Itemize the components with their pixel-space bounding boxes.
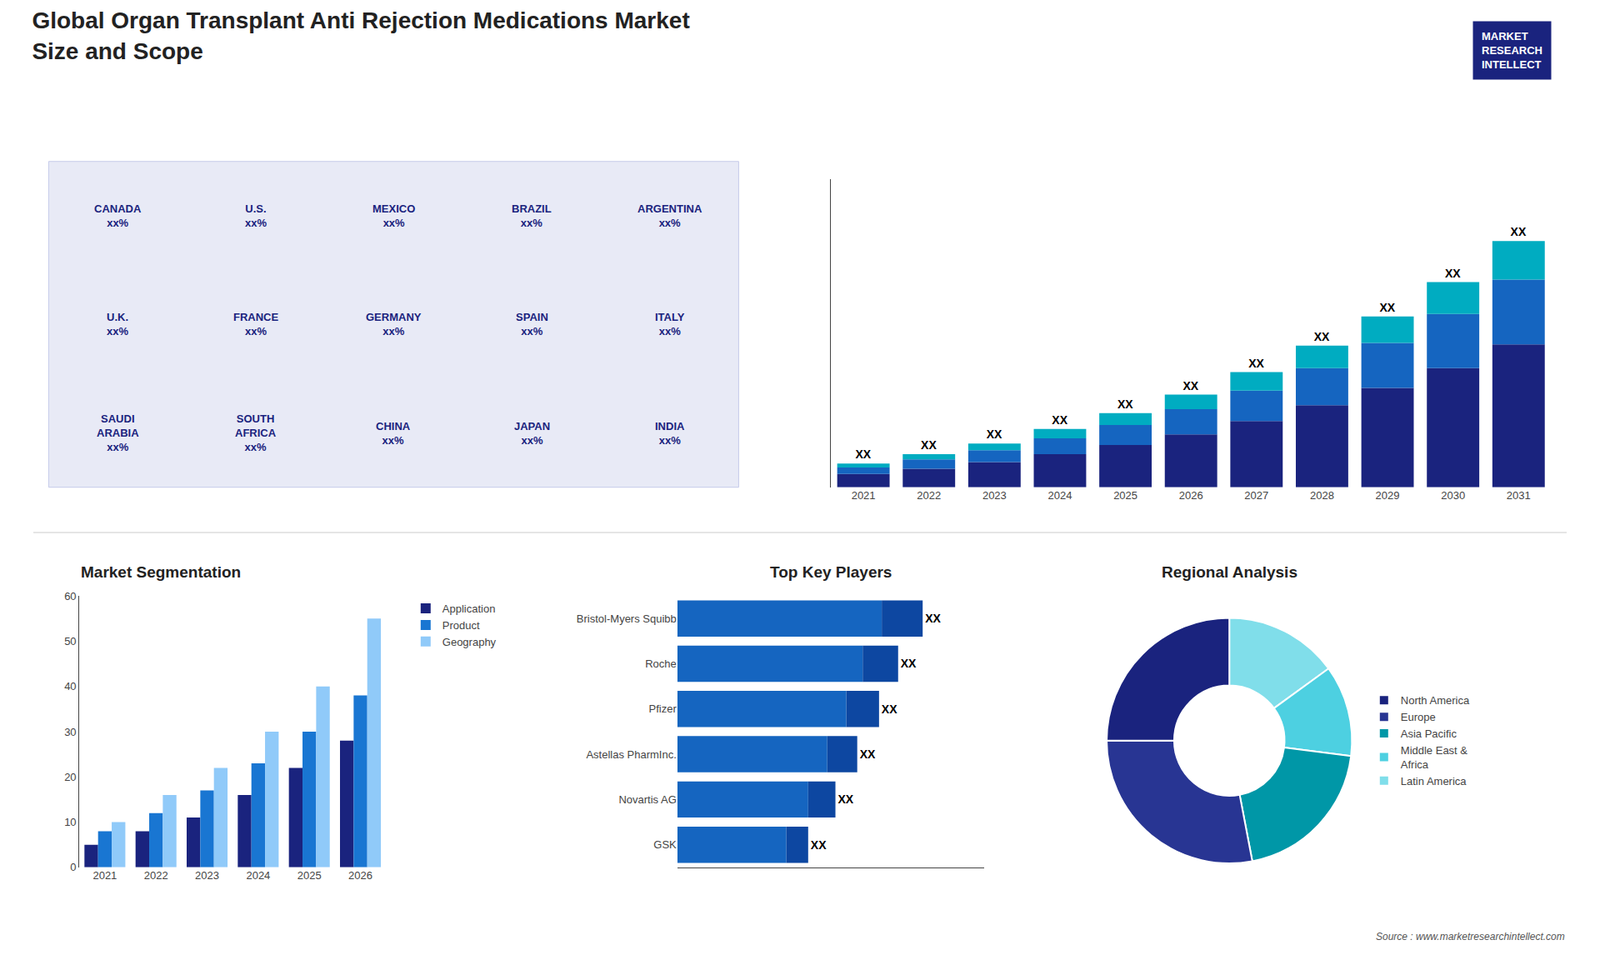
svg-text:2028: 2028 <box>1310 489 1335 502</box>
svg-text:Geography: Geography <box>442 635 497 649</box>
svg-text:Latin America: Latin America <box>1400 775 1468 788</box>
svg-text:XX: XX <box>1379 300 1395 315</box>
svg-text:2023: 2023 <box>982 489 1007 502</box>
svg-text:XX: XX <box>860 747 876 761</box>
svg-text:Middle East &Africa: Middle East &Africa <box>1400 744 1469 771</box>
svg-text:2031: 2031 <box>1506 489 1531 502</box>
svg-text:MARKETRESEARCHINTELLECT: MARKETRESEARCHINTELLECT <box>1481 30 1543 71</box>
svg-text:XX: XX <box>1510 225 1527 239</box>
svg-text:ARGENTINAxx%: ARGENTINAxx% <box>637 202 703 230</box>
svg-text:2026: 2026 <box>1179 489 1204 502</box>
svg-text:2030: 2030 <box>1440 489 1465 502</box>
svg-text:XX: XX <box>1117 397 1134 411</box>
svg-text:XX: XX <box>838 792 855 806</box>
svg-text:XX: XX <box>1445 266 1461 280</box>
svg-text:North America: North America <box>1400 694 1470 707</box>
svg-text:60: 60 <box>64 590 76 603</box>
svg-text:FRANCExx%: FRANCExx% <box>233 310 279 338</box>
svg-text:2025: 2025 <box>297 869 322 882</box>
svg-text:XX: XX <box>920 438 937 452</box>
svg-text:40: 40 <box>64 680 76 693</box>
svg-text:XX: XX <box>925 611 941 625</box>
svg-text:Novartis AG: Novartis AG <box>618 793 676 806</box>
svg-text:XX: XX <box>855 447 871 461</box>
svg-text:2024: 2024 <box>245 869 270 882</box>
svg-text:Europe: Europe <box>1400 710 1436 724</box>
svg-text:2024: 2024 <box>1047 489 1072 502</box>
svg-text:20: 20 <box>64 770 76 784</box>
svg-text:SOUTHAFRICAxx%: SOUTHAFRICAxx% <box>235 412 277 454</box>
svg-text:XX: XX <box>1183 379 1200 393</box>
svg-text:Source : www.marketresearchint: Source : www.marketresearchintellect.com <box>1375 930 1565 943</box>
svg-text:XX: XX <box>1248 356 1265 370</box>
svg-text:Market Segmentation: Market Segmentation <box>80 563 241 581</box>
svg-text:10: 10 <box>64 815 76 829</box>
svg-text:GSK: GSK <box>653 838 677 851</box>
svg-text:2022: 2022 <box>144 869 169 882</box>
svg-text:2027: 2027 <box>1244 489 1269 502</box>
svg-text:Asia Pacific: Asia Pacific <box>1400 727 1458 740</box>
svg-text:Product: Product <box>442 619 480 632</box>
svg-text:XX: XX <box>881 702 898 716</box>
svg-text:CANADAxx%: CANADAxx% <box>94 202 142 230</box>
svg-text:GERMANYxx%: GERMANYxx% <box>365 310 422 338</box>
svg-text:Bristol-Myers Squibb: Bristol-Myers Squibb <box>576 612 677 625</box>
svg-text:BRAZILxx%: BRAZILxx% <box>511 202 552 230</box>
svg-text:0: 0 <box>70 860 76 874</box>
svg-text:SAUDIARABIAxx%: SAUDIARABIAxx% <box>96 412 140 454</box>
svg-text:U.K.xx%: U.K.xx% <box>106 310 129 338</box>
svg-text:2023: 2023 <box>195 869 220 882</box>
svg-text:Roche: Roche <box>645 657 677 670</box>
svg-text:Pfizer: Pfizer <box>649 702 678 715</box>
svg-text:2022: 2022 <box>916 489 941 502</box>
svg-text:U.S.xx%: U.S.xx% <box>245 202 267 230</box>
svg-text:INDIAxx%: INDIAxx% <box>655 420 685 447</box>
svg-text:2029: 2029 <box>1375 489 1400 502</box>
svg-text:MEXICOxx%: MEXICOxx% <box>372 202 415 230</box>
svg-text:2026: 2026 <box>348 869 373 882</box>
svg-text:XX: XX <box>1314 330 1330 344</box>
svg-text:30: 30 <box>64 725 76 738</box>
svg-text:XX: XX <box>986 427 1003 441</box>
svg-text:2021: 2021 <box>851 489 876 502</box>
svg-text:ITALYxx%: ITALYxx% <box>655 310 685 338</box>
svg-text:Application: Application <box>442 602 496 615</box>
svg-text:Astellas PharmInc.: Astellas PharmInc. <box>585 748 676 761</box>
svg-text:2021: 2021 <box>92 869 117 882</box>
svg-text:2025: 2025 <box>1113 489 1138 502</box>
svg-text:XX: XX <box>810 838 827 852</box>
svg-text:50: 50 <box>64 635 76 648</box>
svg-text:SPAINxx%: SPAINxx% <box>515 310 549 338</box>
svg-text:Top Key Players: Top Key Players <box>770 563 892 581</box>
svg-text:JAPANxx%: JAPANxx% <box>514 420 550 447</box>
svg-text:Global Organ Transplant Anti R: Global Organ Transplant Anti Rejection M… <box>31 7 690 64</box>
svg-text:Regional Analysis: Regional Analysis <box>1161 563 1298 581</box>
svg-text:CHINAxx%: CHINAxx% <box>375 420 411 447</box>
svg-text:XX: XX <box>1051 413 1068 427</box>
svg-text:XX: XX <box>900 656 917 670</box>
